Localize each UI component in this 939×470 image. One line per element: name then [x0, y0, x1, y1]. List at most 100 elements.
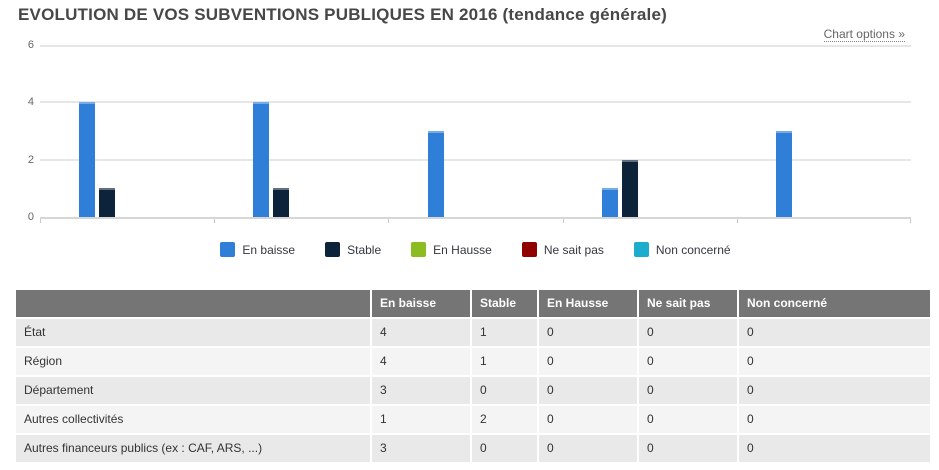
row-label: Autres financeurs publics (ex : CAF, ARS… — [14, 433, 372, 464]
gridline — [40, 101, 911, 104]
bar-slot — [271, 45, 291, 217]
bar-en-baisse[interactable] — [79, 102, 96, 217]
legend-swatch-ne-sait-pas — [521, 242, 537, 257]
y-axis-tick-label: 6 — [27, 39, 34, 51]
cell-value: 0 — [637, 404, 739, 435]
cell-value: 0 — [637, 433, 739, 464]
row-label: Autres collectivités — [14, 404, 372, 435]
cell-value: 0 — [737, 375, 932, 406]
bar-slot — [291, 45, 311, 217]
bar-slot — [251, 45, 271, 217]
bar-group-departement — [388, 45, 562, 217]
bar-group-autres-financeurs-publics-ex-caf-ars — [737, 45, 911, 217]
cell-value: 0 — [537, 375, 639, 406]
row-label: Région — [14, 346, 372, 377]
bar-slot — [620, 45, 640, 217]
legend-item-ne-sait-pas[interactable]: Ne sait pas — [521, 242, 604, 257]
page-title: EVOLUTION DE VOS SUBVENTIONS PUBLIQUES E… — [18, 5, 667, 24]
bar-en-baisse[interactable] — [253, 102, 270, 217]
legend-item-non-concerne[interactable]: Non concerné — [633, 242, 731, 257]
cell-value: 0 — [737, 317, 932, 348]
table-row-autres-collectivites: Autres collectivités 1 2 0 0 0 — [14, 404, 932, 435]
x-axis-tick — [40, 219, 41, 223]
cell-value: 0 — [637, 317, 739, 348]
bar-group-etat — [40, 45, 214, 217]
bar-slot — [834, 45, 854, 217]
legend-label: En Hausse — [433, 242, 492, 257]
bar-stable[interactable] — [621, 159, 638, 217]
legend-label: Non concerné — [655, 242, 731, 257]
y-axis-tick-label: 0 — [27, 211, 34, 223]
legend-label: Ne sait pas — [543, 242, 604, 257]
legend-label: En baisse — [242, 242, 296, 257]
gridline — [40, 45, 911, 47]
bar-group-region — [214, 45, 388, 217]
bar-slot — [794, 45, 814, 217]
row-label: État — [14, 317, 372, 348]
bar-slot — [660, 45, 680, 217]
x-axis-tick — [214, 219, 216, 223]
bar-slot — [774, 45, 794, 217]
legend-swatch-non-concerne — [633, 242, 649, 257]
legend-swatch-stable — [325, 242, 341, 257]
cell-value: 0 — [537, 317, 639, 348]
bar-group-autres-collectivites — [563, 45, 737, 217]
table-header-row: En baisse Stable En Hausse Ne sait pas Non c… — [14, 288, 932, 319]
x-axis-tick — [388, 219, 390, 223]
cell-value: 0 — [537, 433, 639, 464]
bar-slot — [157, 45, 177, 217]
bar-slot — [77, 45, 97, 217]
bar-en-baisse[interactable] — [601, 188, 618, 217]
legend-item-stable[interactable]: Stable — [325, 242, 381, 257]
bar-slot — [854, 45, 874, 217]
bar-slot — [486, 45, 506, 217]
x-axis-tick — [562, 219, 564, 223]
cell-value: 0 — [737, 404, 932, 435]
cell-value: 2 — [470, 404, 539, 435]
legend-item-en-hausse[interactable]: En Hausse — [411, 242, 492, 257]
bar-stable[interactable] — [99, 188, 116, 217]
column-header-empty — [14, 288, 372, 319]
plot-area — [40, 45, 911, 217]
cell-value: 0 — [537, 404, 639, 435]
cell-value: 3 — [370, 375, 472, 406]
bar-slot — [600, 45, 620, 217]
cell-value: 4 — [370, 346, 472, 377]
table-row-etat: État 4 1 0 0 0 — [14, 317, 932, 348]
legend-swatch-en-baisse — [220, 242, 236, 257]
results-table: En baisse Stable En Hausse Ne sait pas Non c… — [14, 288, 932, 464]
bar-slot — [426, 45, 446, 217]
chart-options-link[interactable]: Chart options » — [823, 27, 905, 42]
bar-slot — [331, 45, 351, 217]
x-axis-tick — [736, 219, 738, 223]
bar-slot — [97, 45, 117, 217]
cell-value: 3 — [370, 433, 472, 464]
cell-value: 4 — [370, 317, 472, 348]
bar-en-baisse[interactable] — [427, 131, 444, 217]
column-header-en-hausse: En Hausse — [537, 288, 639, 319]
cell-value: 0 — [637, 375, 739, 406]
column-header-en-baisse: En baisse — [370, 288, 472, 319]
column-header-stable: Stable — [470, 288, 539, 319]
table-row-departement: Département 3 0 0 0 0 — [14, 375, 932, 406]
y-axis-tick-label: 4 — [27, 96, 34, 109]
cell-value: 0 — [470, 375, 539, 406]
chart-legend: En baisse Stable En Hausse Ne sait pas Non c… — [40, 242, 911, 257]
cell-value: 1 — [470, 317, 539, 348]
cell-value: 0 — [537, 346, 639, 377]
bar-slot — [137, 45, 157, 217]
bar-slot — [506, 45, 526, 217]
bar-slot — [311, 45, 331, 217]
bar-slot — [117, 45, 137, 217]
bar-chart: 0 2 4 6 — [28, 39, 911, 223]
bar-en-baisse[interactable] — [775, 131, 792, 217]
bar-slot — [446, 45, 466, 217]
cell-value: 0 — [737, 346, 932, 377]
legend-label: Stable — [347, 242, 382, 257]
bar-stable[interactable] — [273, 188, 290, 217]
cell-value: 0 — [737, 433, 932, 464]
table-row-autres-financeurs-publics-ex-caf-ars: Autres financeurs publics (ex : CAF, ARS… — [14, 433, 932, 464]
legend-item-en-baisse[interactable]: En baisse — [220, 242, 295, 257]
bar-slot — [814, 45, 834, 217]
y-axis-tick-label: 2 — [27, 153, 34, 166]
